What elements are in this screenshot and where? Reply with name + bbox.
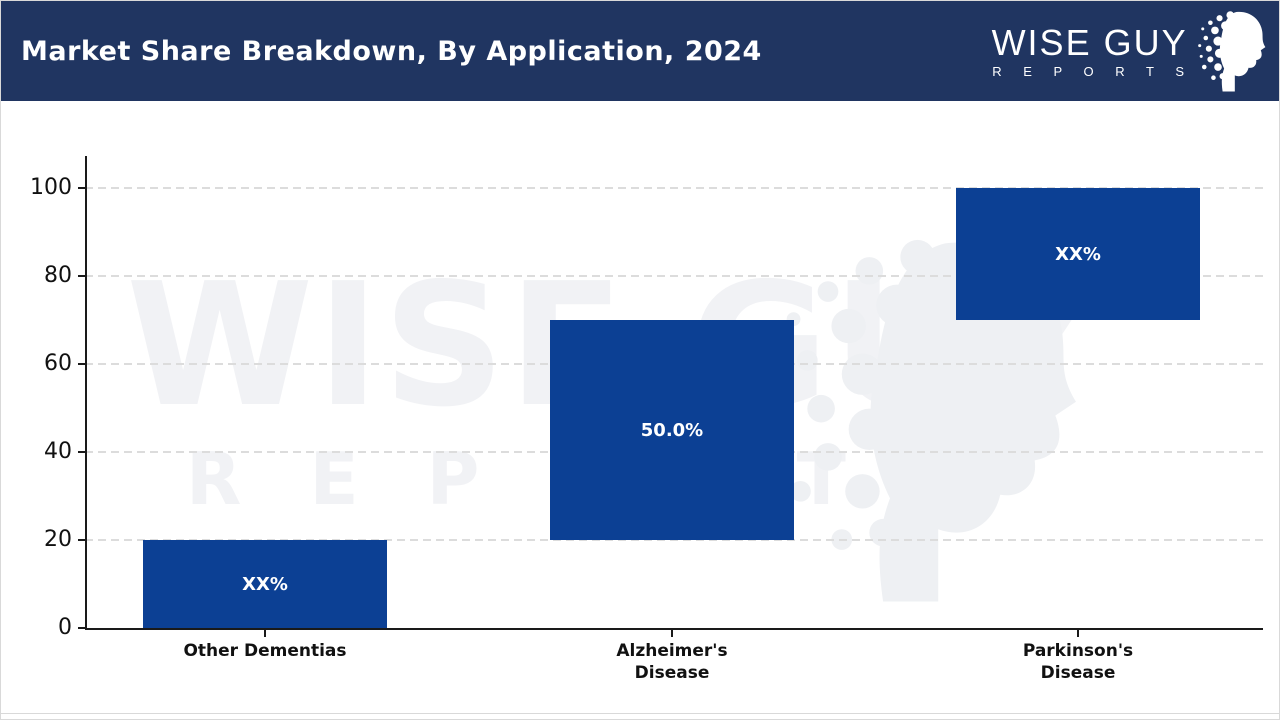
y-tick-60 — [78, 363, 85, 365]
brand-name: WISE GUY — [991, 21, 1188, 63]
x-tick-2 — [1077, 630, 1079, 637]
category-label-2: Parkinson's Disease — [1022, 641, 1134, 683]
header-bar: Market Share Breakdown, By Application, … — [1, 1, 1279, 101]
y-tick-label-40: 40 — [44, 439, 72, 464]
y-tick-20 — [78, 539, 85, 541]
x-axis-line — [85, 628, 1263, 630]
brand-logo-text: WISE GUY R E P O R T S — [986, 21, 1193, 79]
y-tick-100 — [78, 187, 85, 189]
y-tick-label-20: 20 — [44, 527, 72, 552]
category-label-1: Alzheimer's Disease — [616, 641, 728, 683]
gridline-80 — [85, 275, 1263, 277]
bar-value-label-1: 50.0% — [640, 419, 704, 441]
y-axis-line — [85, 156, 87, 630]
bar-1: 50.0% — [550, 320, 794, 540]
x-tick-1 — [671, 630, 673, 637]
brand-logo: WISE GUY R E P O R T S — [986, 7, 1267, 95]
x-tick-0 — [264, 630, 266, 637]
bar-2: XX% — [956, 188, 1200, 320]
y-tick-label-80: 80 — [44, 263, 72, 288]
gridline-100 — [85, 187, 1263, 189]
footer-divider — [1, 713, 1279, 714]
y-tick-label-100: 100 — [30, 175, 72, 200]
page-title: Market Share Breakdown, By Application, … — [21, 35, 762, 67]
y-tick-0 — [78, 627, 85, 629]
y-tick-label-60: 60 — [44, 351, 72, 376]
y-tick-80 — [78, 275, 85, 277]
y-tick-label-0: 0 — [58, 615, 72, 640]
bar-value-label-0: XX% — [242, 573, 288, 595]
bar-0: XX% — [143, 540, 387, 628]
dotted-face-icon — [1195, 9, 1267, 93]
category-label-0: Other Dementias — [183, 641, 347, 661]
gridline-20 — [85, 539, 1263, 541]
y-tick-40 — [78, 451, 85, 453]
bar-value-label-2: XX% — [1055, 243, 1101, 265]
brand-subname: R E P O R T S — [992, 63, 1193, 79]
